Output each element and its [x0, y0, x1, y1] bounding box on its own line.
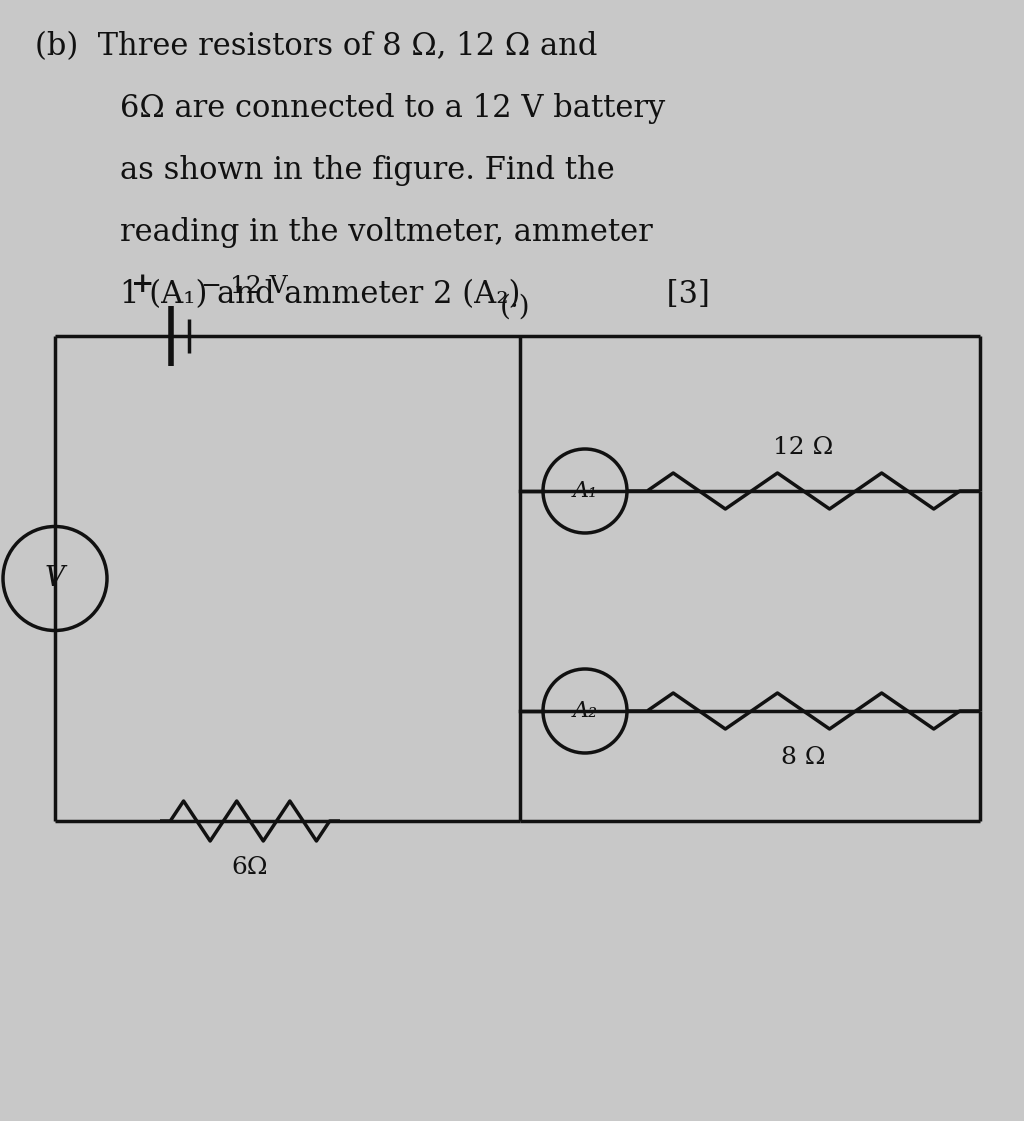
Circle shape — [3, 527, 106, 630]
Text: as shown in the figure. Find the: as shown in the figure. Find the — [120, 155, 614, 186]
Text: 6Ω: 6Ω — [231, 856, 268, 879]
Text: A₂: A₂ — [572, 700, 597, 722]
Circle shape — [543, 450, 627, 532]
Text: (·): (·) — [500, 294, 530, 321]
Text: V: V — [45, 565, 65, 592]
Text: A₁: A₁ — [572, 480, 597, 502]
Circle shape — [543, 669, 627, 753]
Text: 6Ω are connected to a 12 V battery: 6Ω are connected to a 12 V battery — [120, 93, 666, 124]
Text: − 12 V: − 12 V — [201, 275, 288, 298]
Text: 1 (A₁) and ammeter 2 (A₂)               [3]: 1 (A₁) and ammeter 2 (A₂) [3] — [120, 279, 710, 311]
Text: 8 Ω: 8 Ω — [781, 745, 825, 769]
Text: +: + — [131, 271, 155, 298]
Text: (b)  Three resistors of 8 Ω, 12 Ω and: (b) Three resistors of 8 Ω, 12 Ω and — [35, 31, 597, 62]
Text: 12 Ω: 12 Ω — [773, 436, 834, 458]
Text: reading in the voltmeter, ammeter: reading in the voltmeter, ammeter — [120, 217, 652, 248]
